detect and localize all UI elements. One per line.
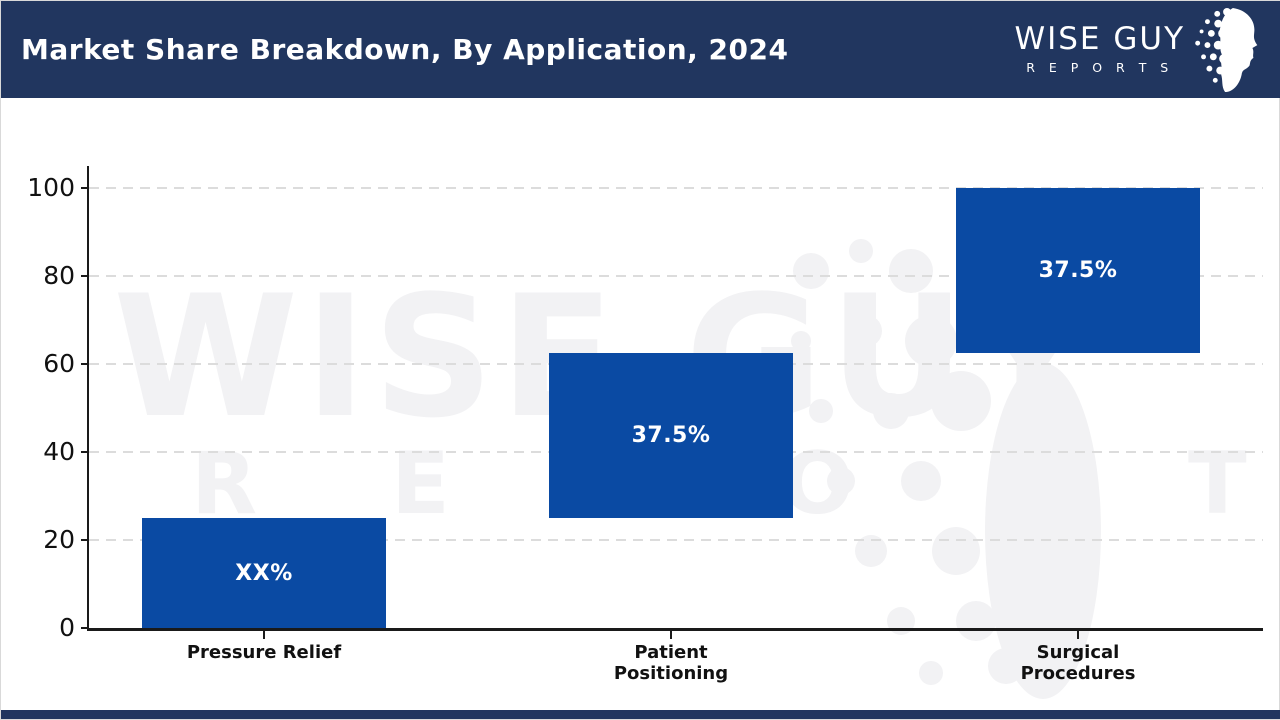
y-tick-label: 20 [43,525,75,554]
x-category-label: Surgical Procedures [918,642,1238,684]
y-tick-mark [81,539,89,541]
y-tick-mark [81,451,89,453]
y-tick-label: 40 [43,437,75,466]
footer-bar [1,710,1280,719]
wise-guy-logo: WISE GUY R E P O R T S [1014,6,1267,94]
x-category-label-line: Procedures [1020,663,1136,684]
y-tick-mark [81,275,89,277]
y-tick-label: 100 [27,173,75,202]
y-tick-label: 0 [59,613,75,642]
y-tick-label: 80 [43,261,75,290]
x-tick-mark [1077,630,1079,639]
bar-value-label: 37.5% [1038,258,1118,283]
wise-guy-face-icon [1195,7,1258,92]
x-category-label-line: Patient [634,642,708,663]
watermark-face-dots-icon [791,239,1101,699]
x-category-label-line: Pressure Relief [186,642,342,663]
grid-line [89,275,1263,277]
x-category-label-line: Surgical [1036,642,1120,663]
x-category-label: Patient Positioning [511,642,831,684]
x-axis-line [87,628,1263,631]
grid-line [89,539,1263,541]
x-category-label-line: Positioning [613,663,729,684]
x-tick-mark [670,630,672,639]
bar-3: 37.5% [956,188,1200,353]
y-tick-label: 60 [43,349,75,378]
header-bar: Market Share Breakdown, By Application, … [1,1,1280,98]
logo-reports-text: R E P O R T S [1026,60,1174,76]
y-tick-mark [81,363,89,365]
wise-guy-logo-text: WISE GUY R E P O R T S [1014,24,1185,75]
bar-1: XX% [142,518,386,628]
bar-value-label: XX% [235,560,293,586]
x-tick-mark [263,630,265,639]
y-axis-line [87,166,89,630]
y-tick-mark [81,187,89,189]
x-category-label: Pressure Relief [104,642,424,663]
bar-2: 37.5% [549,353,793,518]
logo-name-text: WISE GUY [1014,21,1185,58]
page-title: Market Share Breakdown, By Application, … [21,33,789,66]
bar-value-label: 37.5% [631,423,711,448]
y-tick-mark [81,627,89,629]
grid-line [89,187,1263,189]
